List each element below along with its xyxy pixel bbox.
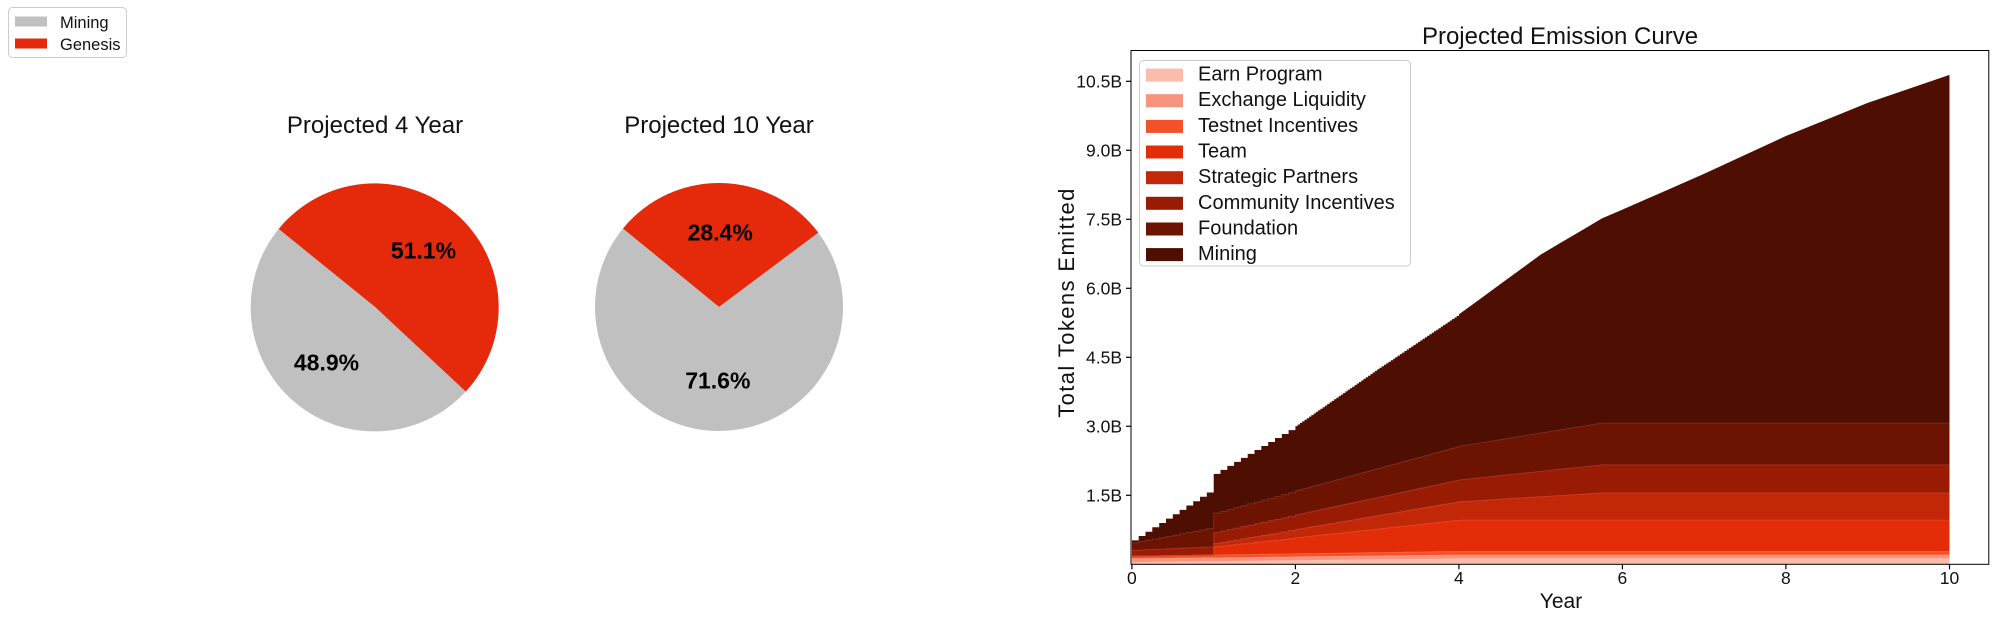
svg-text:3.0B: 3.0B bbox=[1086, 416, 1122, 436]
svg-text:Total Tokens Emitted: Total Tokens Emitted bbox=[1054, 187, 1079, 418]
svg-text:0: 0 bbox=[1127, 568, 1137, 588]
svg-text:Testnet Incentives: Testnet Incentives bbox=[1198, 115, 1358, 137]
svg-text:Exchange Liquidity: Exchange Liquidity bbox=[1198, 89, 1366, 111]
svg-text:2: 2 bbox=[1291, 568, 1301, 588]
svg-text:6: 6 bbox=[1618, 568, 1628, 588]
svg-text:1.5B: 1.5B bbox=[1086, 485, 1122, 505]
svg-text:4.5B: 4.5B bbox=[1086, 347, 1122, 367]
svg-text:Projected 10 Year: Projected 10 Year bbox=[624, 112, 813, 139]
svg-text:28.4%: 28.4% bbox=[688, 220, 753, 246]
svg-text:10: 10 bbox=[1940, 568, 1960, 588]
svg-text:51.1%: 51.1% bbox=[391, 238, 456, 264]
svg-text:8: 8 bbox=[1781, 568, 1791, 588]
svg-text:Community Incentives: Community Incentives bbox=[1198, 192, 1395, 214]
svg-text:Strategic Partners: Strategic Partners bbox=[1198, 166, 1358, 188]
svg-text:Earn Program: Earn Program bbox=[1198, 64, 1323, 86]
svg-text:71.6%: 71.6% bbox=[685, 368, 750, 394]
svg-text:6.0B: 6.0B bbox=[1086, 278, 1122, 298]
svg-text:Mining: Mining bbox=[60, 14, 109, 32]
svg-text:Foundation: Foundation bbox=[1198, 218, 1298, 240]
svg-text:10.5B: 10.5B bbox=[1076, 71, 1122, 91]
svg-text:48.9%: 48.9% bbox=[294, 349, 359, 375]
svg-text:Genesis: Genesis bbox=[60, 36, 121, 54]
svg-text:Year: Year bbox=[1540, 590, 1582, 613]
svg-text:Mining: Mining bbox=[1198, 243, 1257, 265]
svg-text:7.5B: 7.5B bbox=[1086, 209, 1122, 229]
svg-text:Projected 4 Year: Projected 4 Year bbox=[287, 112, 463, 139]
svg-text:Projected Emission Curve: Projected Emission Curve bbox=[1422, 23, 1698, 50]
svg-text:Team: Team bbox=[1198, 141, 1247, 163]
svg-text:4: 4 bbox=[1454, 568, 1464, 588]
svg-text:9.0B: 9.0B bbox=[1086, 140, 1122, 160]
